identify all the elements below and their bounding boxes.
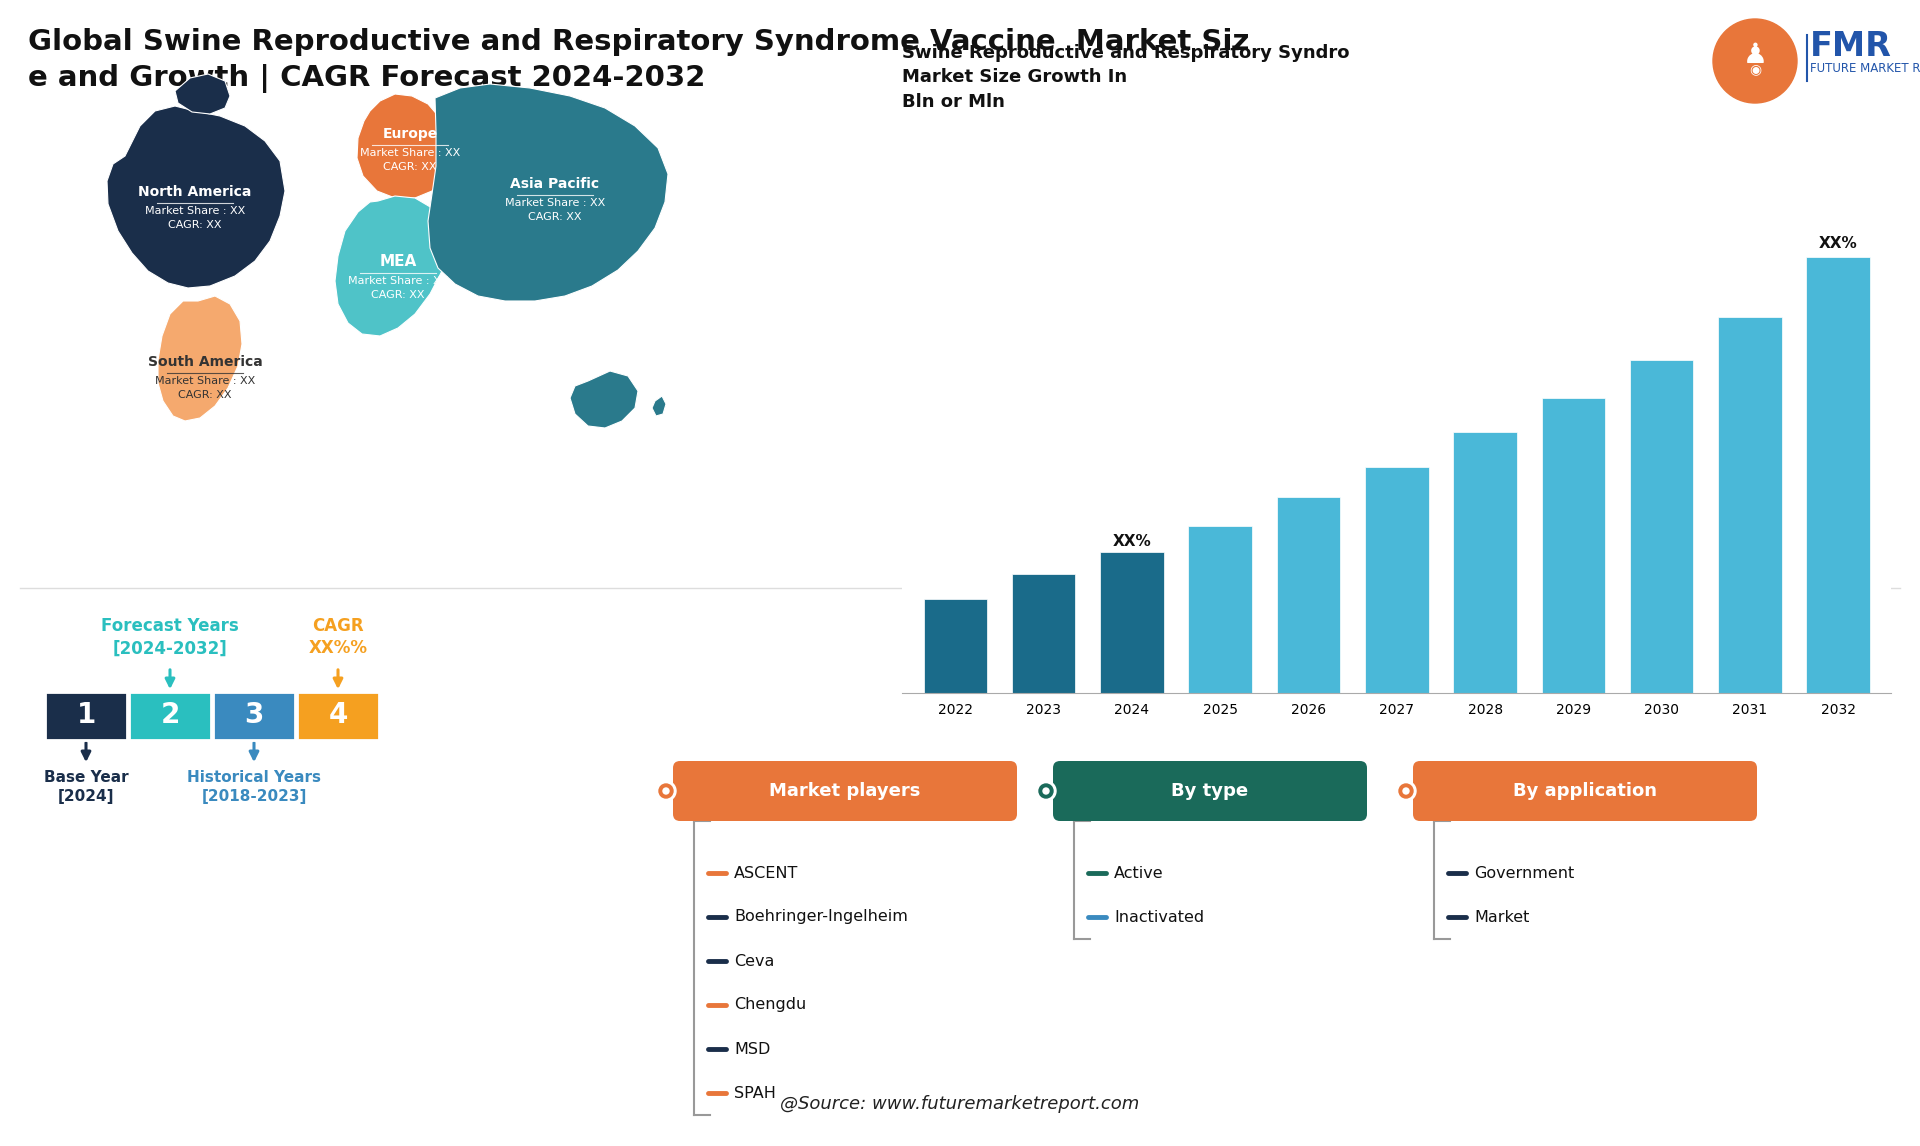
Text: CAGR
XX%%: CAGR XX%% bbox=[309, 617, 367, 657]
Text: Boehringer-Ingelheim: Boehringer-Ingelheim bbox=[733, 910, 908, 925]
Bar bbox=[1012, 573, 1075, 693]
FancyBboxPatch shape bbox=[129, 692, 211, 740]
FancyBboxPatch shape bbox=[44, 692, 127, 740]
Circle shape bbox=[1037, 782, 1056, 801]
Text: Global Swine Reproductive and Respiratory Syndrome Vaccine  Market Siz
e and Gro: Global Swine Reproductive and Respirator… bbox=[29, 28, 1250, 93]
Text: MEA: MEA bbox=[380, 254, 417, 269]
Circle shape bbox=[1039, 784, 1052, 798]
Text: Asia Pacific: Asia Pacific bbox=[511, 176, 599, 191]
Text: Active: Active bbox=[1114, 865, 1164, 880]
Bar bbox=[1542, 398, 1605, 693]
Text: Market: Market bbox=[1475, 910, 1530, 925]
Polygon shape bbox=[334, 196, 447, 336]
Text: 1: 1 bbox=[77, 701, 96, 729]
Text: Chengdu: Chengdu bbox=[733, 997, 806, 1013]
Text: Base Year
[2024]: Base Year [2024] bbox=[44, 770, 129, 804]
Text: ♟: ♟ bbox=[1743, 41, 1768, 69]
Text: Swine Reproductive and Respiratory Syndro
Market Size Growth In
Bln or Mln: Swine Reproductive and Respiratory Syndr… bbox=[902, 44, 1350, 111]
Circle shape bbox=[1404, 788, 1409, 794]
Bar bbox=[1718, 316, 1782, 693]
Text: Market Share : XX
CAGR: XX: Market Share : XX CAGR: XX bbox=[156, 376, 255, 400]
Text: FUTURE MARKET REPORT: FUTURE MARKET REPORT bbox=[1811, 63, 1920, 76]
Text: Inactivated: Inactivated bbox=[1114, 910, 1204, 925]
Text: By application: By application bbox=[1513, 782, 1657, 800]
Bar bbox=[1630, 360, 1693, 693]
Text: Forecast Years
[2024-2032]: Forecast Years [2024-2032] bbox=[102, 617, 238, 658]
Text: MSD: MSD bbox=[733, 1042, 770, 1057]
Polygon shape bbox=[175, 74, 230, 113]
Text: Ceva: Ceva bbox=[733, 953, 774, 968]
Text: South America: South America bbox=[148, 355, 263, 369]
FancyBboxPatch shape bbox=[674, 761, 1018, 821]
Text: 2: 2 bbox=[159, 701, 180, 729]
Circle shape bbox=[1400, 784, 1413, 798]
Circle shape bbox=[659, 784, 674, 798]
Circle shape bbox=[1396, 782, 1417, 801]
Text: Market Share : XX
CAGR: XX: Market Share : XX CAGR: XX bbox=[359, 148, 461, 172]
Text: SPAH: SPAH bbox=[733, 1085, 776, 1100]
Bar bbox=[1277, 496, 1340, 693]
Bar bbox=[1365, 466, 1428, 693]
Polygon shape bbox=[357, 94, 449, 198]
Circle shape bbox=[1713, 19, 1797, 103]
Text: Historical Years
[2018-2023]: Historical Years [2018-2023] bbox=[186, 770, 321, 804]
FancyBboxPatch shape bbox=[1052, 761, 1367, 821]
Circle shape bbox=[662, 788, 668, 794]
Polygon shape bbox=[108, 105, 284, 288]
Text: ◉: ◉ bbox=[1749, 62, 1761, 76]
Text: Market Share : XX
CAGR: XX: Market Share : XX CAGR: XX bbox=[505, 198, 605, 222]
Bar bbox=[1188, 526, 1252, 693]
Bar bbox=[1453, 432, 1517, 693]
Text: By type: By type bbox=[1171, 782, 1248, 800]
FancyBboxPatch shape bbox=[298, 692, 378, 740]
Text: Market players: Market players bbox=[770, 782, 922, 800]
Text: 3: 3 bbox=[244, 701, 263, 729]
Text: XX%: XX% bbox=[1818, 236, 1859, 251]
Circle shape bbox=[1043, 788, 1048, 794]
Text: 4: 4 bbox=[328, 701, 348, 729]
Bar bbox=[1807, 257, 1870, 693]
Bar bbox=[1100, 552, 1164, 693]
FancyBboxPatch shape bbox=[1413, 761, 1757, 821]
Text: North America: North America bbox=[138, 185, 252, 199]
Text: Government: Government bbox=[1475, 865, 1574, 880]
Circle shape bbox=[657, 782, 676, 801]
FancyBboxPatch shape bbox=[213, 692, 296, 740]
Text: Market Share : XX
CAGR: XX: Market Share : XX CAGR: XX bbox=[348, 276, 447, 300]
Text: Market Share : XX
CAGR: XX: Market Share : XX CAGR: XX bbox=[144, 206, 246, 230]
Text: Europe: Europe bbox=[382, 127, 438, 141]
Text: XX%: XX% bbox=[1112, 534, 1152, 549]
Text: FMR: FMR bbox=[1811, 31, 1891, 63]
Polygon shape bbox=[157, 296, 242, 421]
Text: @Source: www.futuremarketreport.com: @Source: www.futuremarketreport.com bbox=[780, 1094, 1140, 1113]
Polygon shape bbox=[570, 371, 637, 427]
Text: ASCENT: ASCENT bbox=[733, 865, 799, 880]
Polygon shape bbox=[653, 397, 666, 416]
Bar bbox=[924, 599, 987, 693]
Polygon shape bbox=[428, 84, 668, 301]
